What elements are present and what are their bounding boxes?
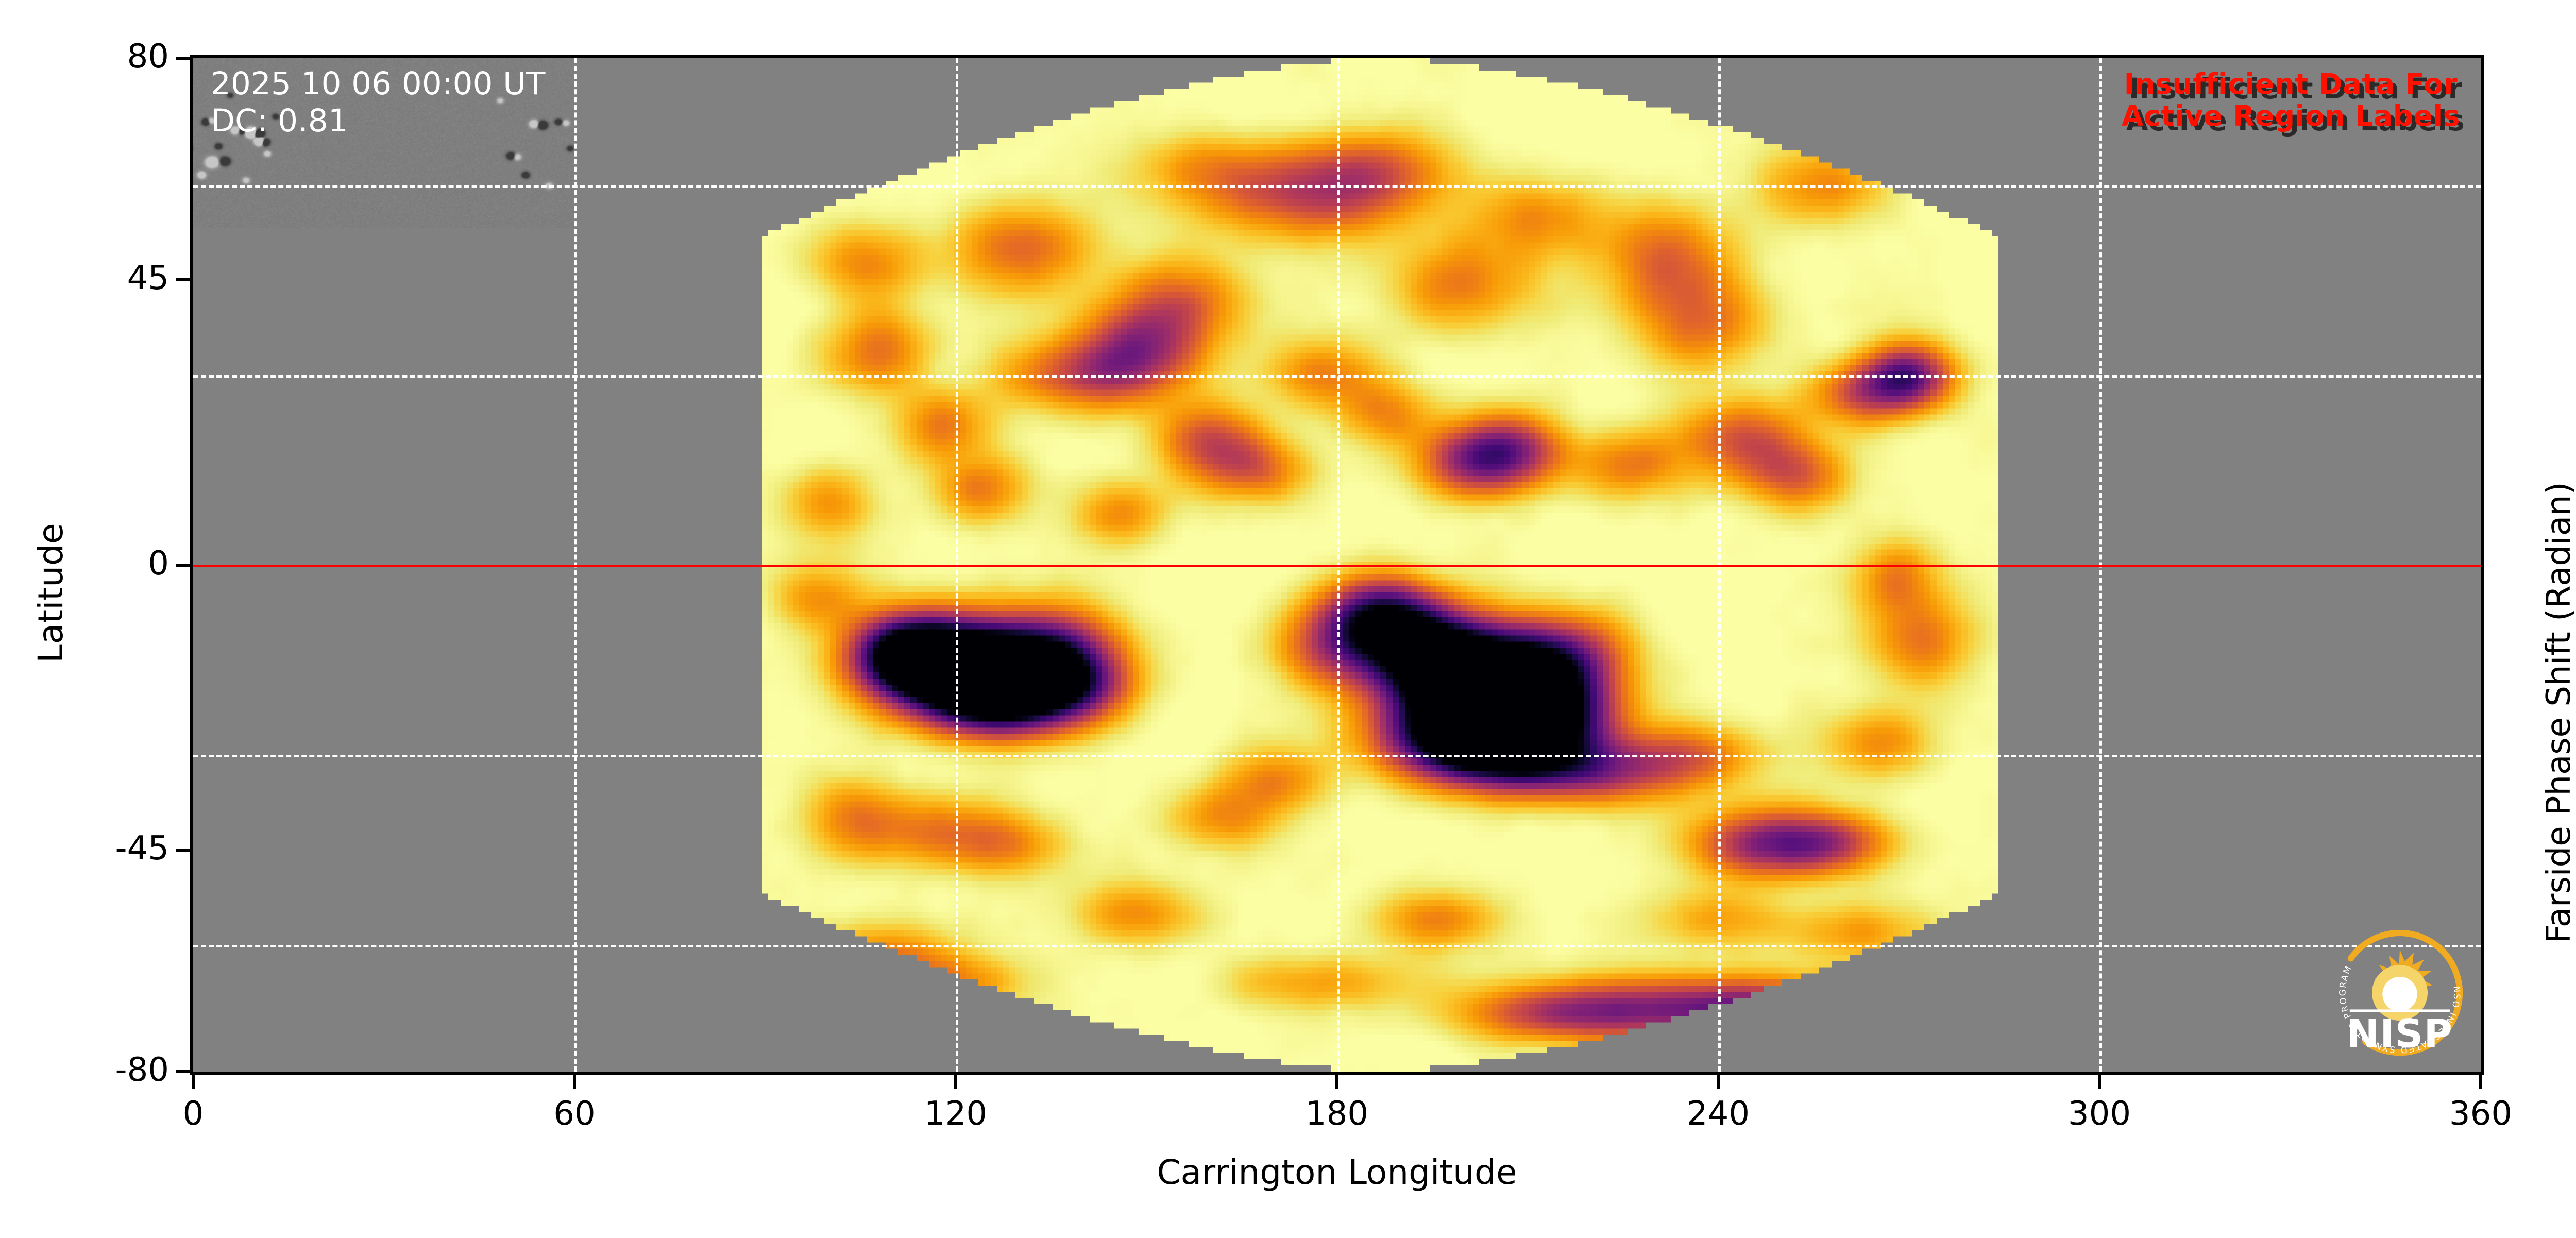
plot-inner: 2025 10 06 00:00 UT DC: 0.81 Insufficien… xyxy=(193,58,2481,1072)
y-tick-mark xyxy=(176,278,190,282)
y-tick-mark xyxy=(176,1070,190,1073)
y-tick-label: -45 xyxy=(115,829,169,868)
y-axis-title: Latitude xyxy=(31,522,71,663)
x-tick-mark xyxy=(2479,1075,2482,1089)
y-tick-label: -80 xyxy=(115,1051,169,1089)
y-tick-mark xyxy=(176,563,190,567)
x-tick-label: 240 xyxy=(1686,1095,1750,1133)
x-tick-label: 60 xyxy=(553,1095,596,1133)
y-tick-mark xyxy=(176,848,190,852)
insufficient-data-warning: Insufficient Data For Active Region Labe… xyxy=(2121,67,2460,132)
nisp-acronym: NISP xyxy=(2347,1011,2453,1056)
y-tick-label: 0 xyxy=(148,544,169,583)
y-tick-label: 80 xyxy=(127,38,169,76)
x-tick-label: 120 xyxy=(924,1095,988,1133)
x-tick-label: 0 xyxy=(182,1095,204,1133)
x-tick-mark xyxy=(2098,1075,2101,1089)
x-tick-label: 300 xyxy=(2067,1095,2131,1133)
observation-timestamp: 2025 10 06 00:00 UT DC: 0.81 xyxy=(211,65,546,139)
x-tick-mark xyxy=(1335,1075,1338,1089)
x-tick-mark xyxy=(192,1075,195,1089)
x-tick-mark xyxy=(573,1075,576,1089)
synoptic-map-plot: 2025 10 06 00:00 UT DC: 0.81 Insufficien… xyxy=(190,55,2484,1075)
x-tick-mark xyxy=(954,1075,957,1089)
x-tick-mark xyxy=(1717,1075,1720,1089)
y-tick-label: 45 xyxy=(127,259,169,298)
x-axis-title: Carrington Longitude xyxy=(1157,1152,1517,1192)
x-tick-label: 360 xyxy=(2449,1095,2513,1133)
y-tick-mark xyxy=(176,57,190,60)
colorbar-title: Farside Phase Shift (Radian) xyxy=(2540,482,2576,943)
x-tick-label: 180 xyxy=(1305,1095,1369,1133)
nisp-logo: NISP NSO INTEGRATED SYNOPTIC PROGRAM xyxy=(2336,929,2463,1056)
equator-line xyxy=(193,565,2481,567)
